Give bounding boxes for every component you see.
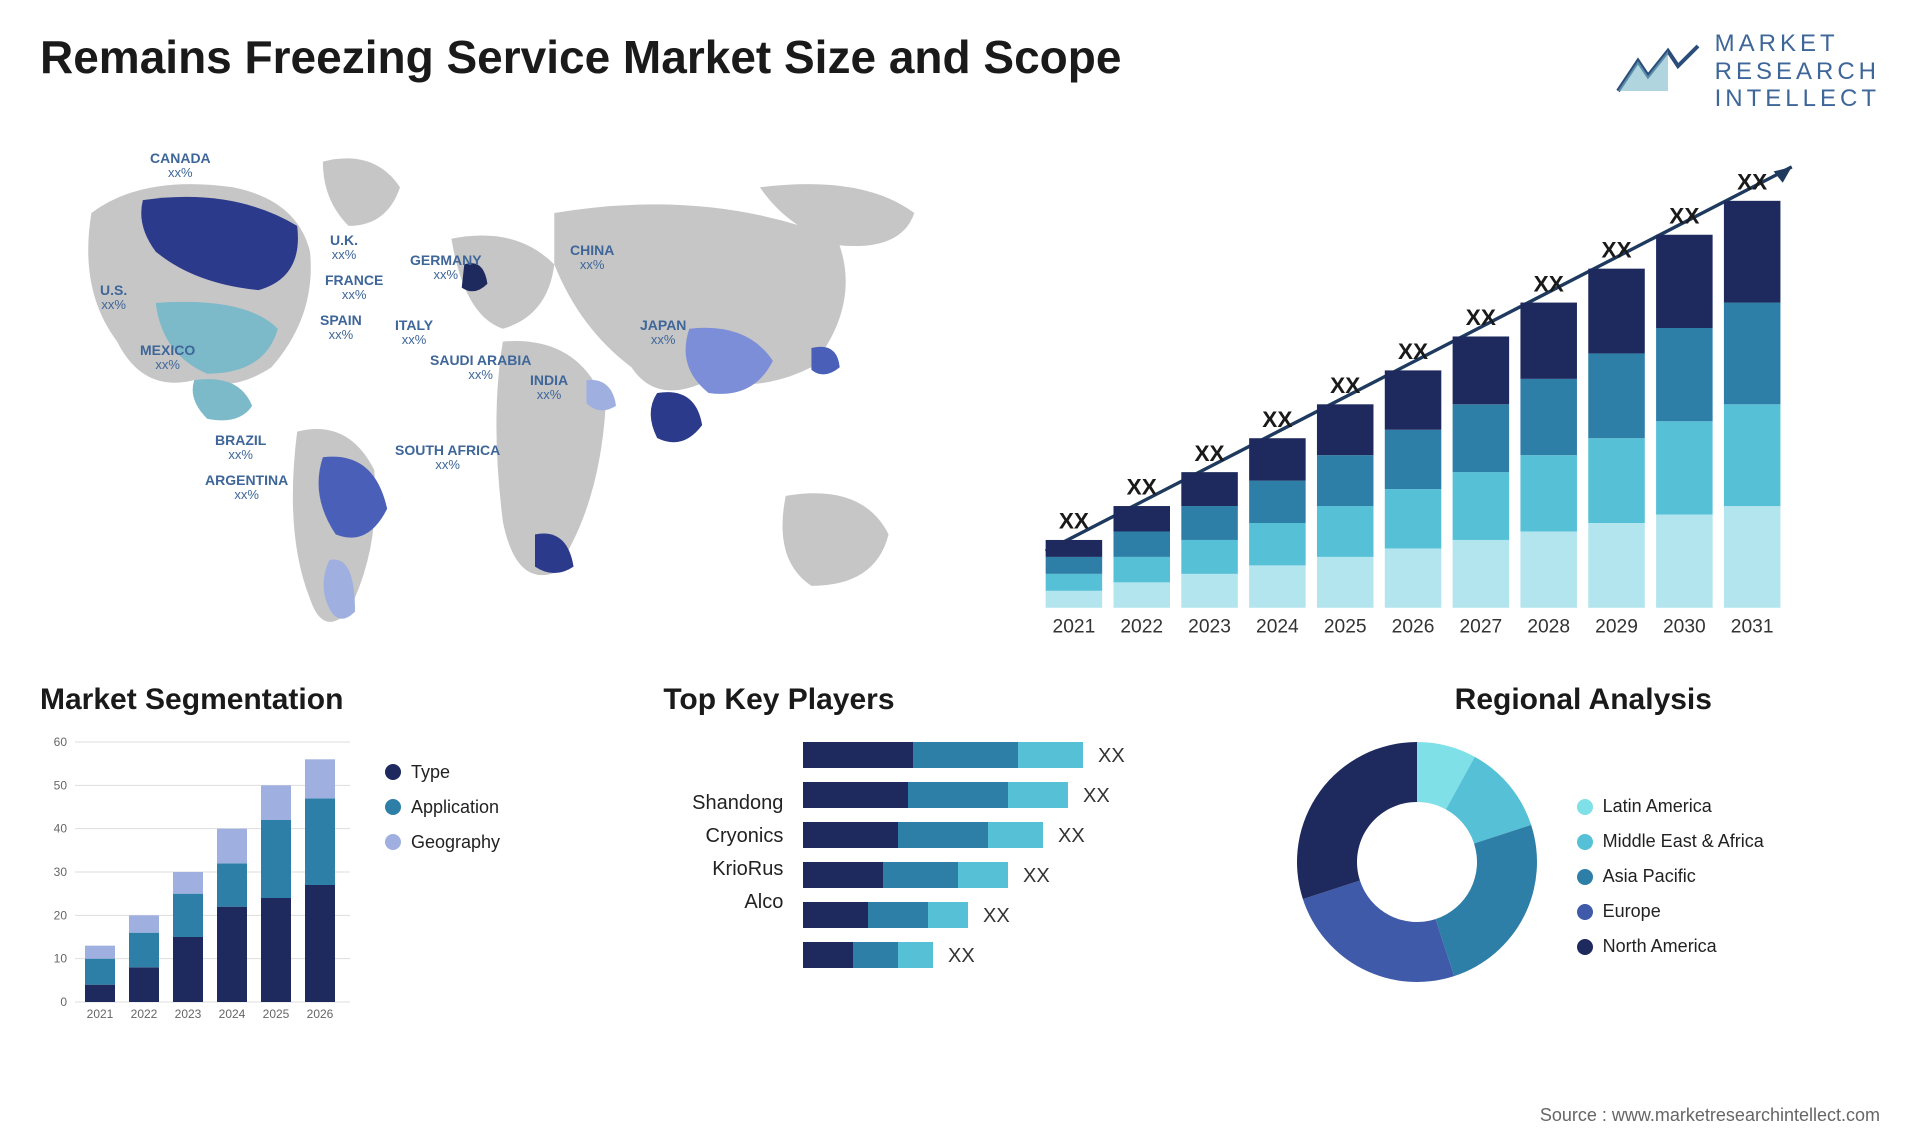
svg-text:2021: 2021 bbox=[87, 1007, 114, 1021]
page-title: Remains Freezing Service Market Size and… bbox=[40, 30, 1613, 84]
legend-item-europe: Europe bbox=[1577, 901, 1764, 922]
svg-text:2021: 2021 bbox=[1053, 616, 1096, 637]
regional-title: Regional Analysis bbox=[1287, 683, 1880, 717]
svg-text:2023: 2023 bbox=[175, 1007, 202, 1021]
players-title: Top Key Players bbox=[663, 683, 1256, 717]
player-label-shandong: Shandong bbox=[663, 792, 783, 815]
map-label-u.s.: U.S.xx% bbox=[100, 283, 127, 313]
map-label-brazil: BRAZILxx% bbox=[215, 433, 266, 463]
svg-text:XX: XX bbox=[1262, 407, 1292, 432]
svg-text:XX: XX bbox=[1127, 475, 1157, 500]
map-label-u.k.: U.K.xx% bbox=[330, 233, 358, 263]
brand-line3: INTELLECT bbox=[1715, 85, 1880, 113]
svg-text:30: 30 bbox=[54, 865, 68, 879]
brand-line2: RESEARCH bbox=[1715, 58, 1880, 86]
svg-text:XX: XX bbox=[1083, 785, 1110, 807]
players-labels: Shandong Cryonics KrioRus Alco bbox=[663, 792, 783, 914]
svg-text:2025: 2025 bbox=[263, 1007, 290, 1021]
svg-text:XX: XX bbox=[1398, 339, 1428, 364]
svg-text:XX: XX bbox=[1059, 508, 1089, 533]
regional-legend: Latin America Middle East & Africa Asia Pa… bbox=[1577, 796, 1764, 957]
segmentation-title: Market Segmentation bbox=[40, 683, 633, 717]
svg-text:40: 40 bbox=[54, 821, 68, 835]
brand-line1: MARKET bbox=[1715, 30, 1880, 58]
svg-text:2024: 2024 bbox=[219, 1007, 246, 1021]
segmentation-panel: Market Segmentation 0 10 20 30 40 50 60 2021 202… bbox=[40, 683, 633, 1083]
svg-text:2027: 2027 bbox=[1460, 616, 1503, 637]
world-map-panel: CANADAxx% U.S.xx% MEXICOxx% BRAZILxx% ARGENT… bbox=[40, 133, 940, 653]
svg-text:XX: XX bbox=[1058, 825, 1085, 847]
svg-text:50: 50 bbox=[54, 778, 68, 792]
map-label-canada: CANADAxx% bbox=[150, 151, 211, 181]
svg-text:2022: 2022 bbox=[1120, 616, 1163, 637]
player-label-alco: Alco bbox=[663, 891, 783, 914]
svg-text:XX: XX bbox=[1098, 745, 1125, 767]
legend-item-geography: Geography bbox=[385, 832, 500, 853]
svg-text:2028: 2028 bbox=[1527, 616, 1570, 637]
player-label-kriorus: KrioRus bbox=[663, 858, 783, 881]
regional-panel: Regional Analysis Latin America Middle Ea… bbox=[1287, 683, 1880, 1083]
map-label-germany: GERMANYxx% bbox=[410, 253, 482, 283]
segmentation-chart: 0 10 20 30 40 50 60 2021 2022 2023 2024 2025 2026 bbox=[40, 732, 360, 1032]
legend-item-type: Type bbox=[385, 762, 500, 783]
svg-text:XX: XX bbox=[1194, 441, 1224, 466]
legend-item-middle-east-africa: Middle East & Africa bbox=[1577, 831, 1764, 852]
players-chart: XX XX XX XX XX XX bbox=[803, 732, 1223, 1032]
legend-item-latin-america: Latin America bbox=[1577, 796, 1764, 817]
world-map bbox=[40, 133, 940, 653]
svg-text:10: 10 bbox=[54, 951, 68, 965]
legend-item-application: Application bbox=[385, 797, 500, 818]
svg-text:0: 0 bbox=[60, 995, 67, 1009]
source-text: Source : www.marketresearchintellect.com bbox=[1540, 1105, 1880, 1126]
map-label-france: FRANCExx% bbox=[325, 273, 383, 303]
map-label-italy: ITALYxx% bbox=[395, 318, 433, 348]
svg-text:20: 20 bbox=[54, 908, 68, 922]
svg-text:2029: 2029 bbox=[1595, 616, 1638, 637]
svg-text:2022: 2022 bbox=[131, 1007, 158, 1021]
svg-text:XX: XX bbox=[1601, 237, 1631, 262]
svg-text:XX: XX bbox=[1737, 169, 1767, 194]
svg-text:2026: 2026 bbox=[307, 1007, 334, 1021]
map-label-argentina: ARGENTINAxx% bbox=[205, 473, 288, 503]
legend-item-north-america: North America bbox=[1577, 936, 1764, 957]
svg-text:XX: XX bbox=[948, 945, 975, 967]
players-panel: Top Key Players Shandong Cryonics KrioRus A… bbox=[663, 683, 1256, 1083]
map-label-japan: JAPANxx% bbox=[640, 318, 686, 348]
svg-text:2031: 2031 bbox=[1731, 616, 1774, 637]
svg-text:2023: 2023 bbox=[1188, 616, 1231, 637]
map-label-south-africa: SOUTH AFRICAxx% bbox=[395, 443, 500, 473]
map-label-saudi-arabia: SAUDI ARABIAxx% bbox=[430, 353, 531, 383]
segmentation-legend: Type Application Geography bbox=[385, 762, 500, 853]
svg-text:2024: 2024 bbox=[1256, 616, 1299, 637]
svg-text:XX: XX bbox=[1669, 203, 1699, 228]
svg-text:XX: XX bbox=[1534, 271, 1564, 296]
svg-text:2025: 2025 bbox=[1324, 616, 1367, 637]
svg-text:XX: XX bbox=[1023, 865, 1050, 887]
map-label-china: CHINAxx% bbox=[570, 243, 614, 273]
svg-text:2026: 2026 bbox=[1392, 616, 1435, 637]
svg-text:XX: XX bbox=[1330, 373, 1360, 398]
map-label-spain: SPAINxx% bbox=[320, 313, 362, 343]
svg-text:XX: XX bbox=[1466, 305, 1496, 330]
player-label-cryonics: Cryonics bbox=[663, 825, 783, 848]
svg-text:2030: 2030 bbox=[1663, 616, 1706, 637]
legend-item-asia-pacific: Asia Pacific bbox=[1577, 866, 1764, 887]
svg-text:60: 60 bbox=[54, 735, 68, 749]
regional-donut bbox=[1287, 732, 1547, 992]
growth-bar-chart: XX 2021 XX 2022 XX 2023 XX 2024 XX 2025 XX 2026 XX 20… bbox=[980, 133, 1880, 653]
map-label-india: INDIAxx% bbox=[530, 373, 568, 403]
brand-logo: MARKET RESEARCH INTELLECT bbox=[1613, 30, 1880, 113]
map-label-mexico: MEXICOxx% bbox=[140, 343, 195, 373]
svg-text:XX: XX bbox=[983, 905, 1010, 927]
